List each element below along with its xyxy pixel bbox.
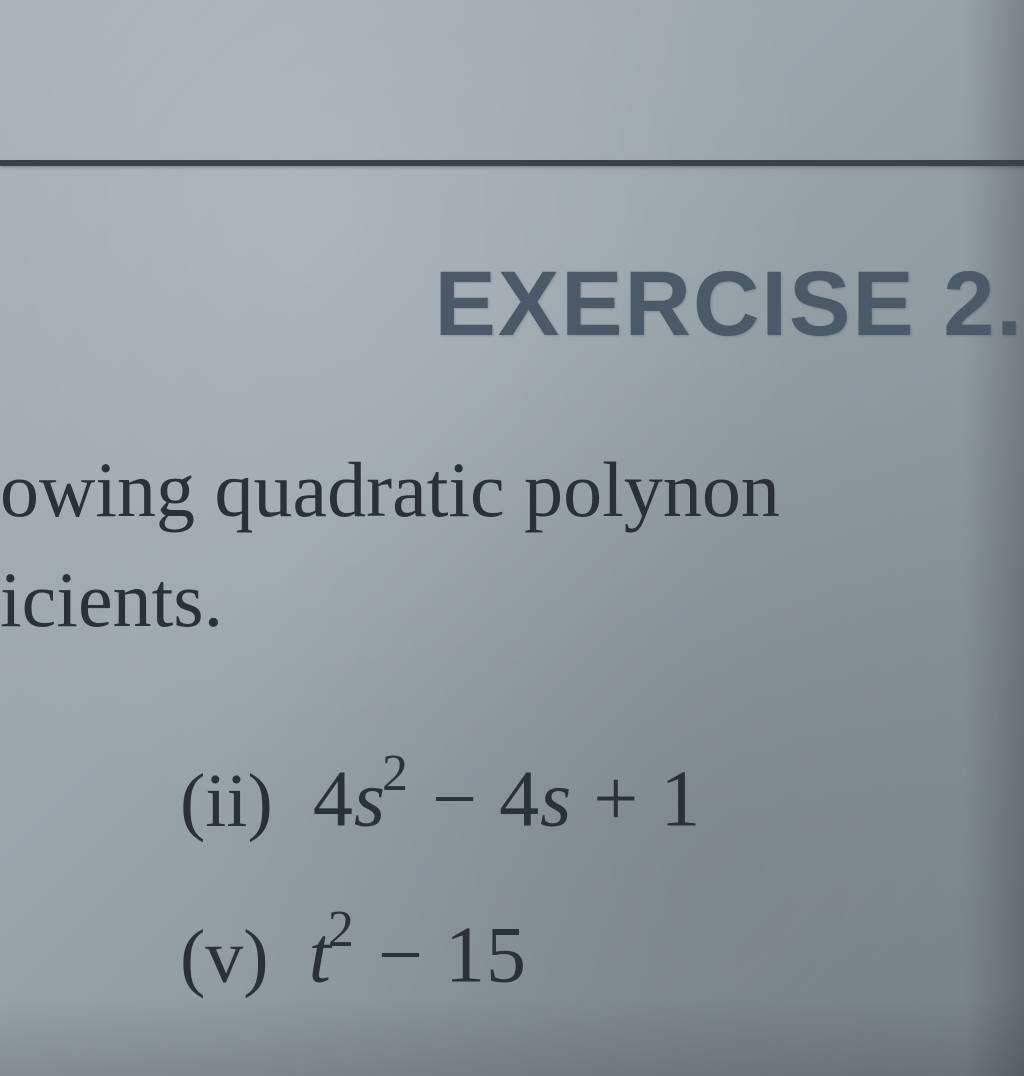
horizontal-divider [0,160,1024,166]
body-text-line-2: icients. [0,555,223,645]
exercise-item-v: (v) t2 − 15 [180,908,527,1002]
exercise-heading: EXERCISE 2. [0,252,1024,357]
page-content: EXERCISE 2. owing quadratic polynon icie… [0,0,1024,1076]
item-label: (v) [180,914,269,1001]
item-expression: t2 − 15 [309,908,527,1002]
item-label: (ii) [180,758,273,845]
exercise-item-ii: (ii) 4s2 − 4s + 1 [180,752,701,846]
item-expression: 4s2 − 4s + 1 [313,752,702,846]
body-text-line-1: owing quadratic polynon [0,445,780,535]
